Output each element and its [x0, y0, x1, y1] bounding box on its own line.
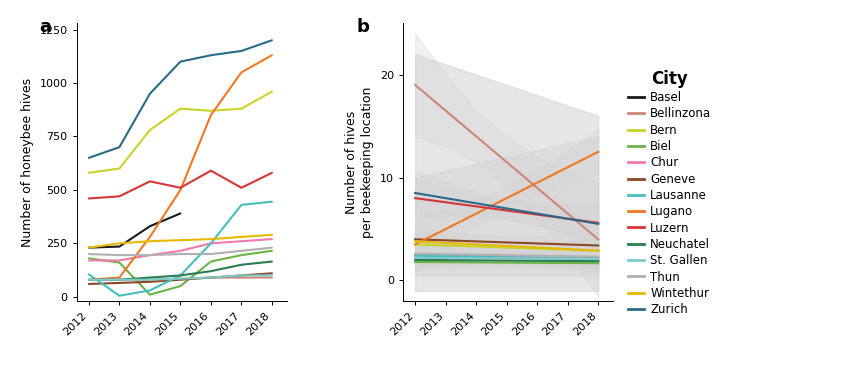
- Text: b: b: [357, 18, 370, 36]
- Text: a: a: [39, 18, 51, 36]
- Y-axis label: Number of hives
per beekeeping location: Number of hives per beekeeping location: [345, 86, 374, 238]
- Y-axis label: Number of honeybee hives: Number of honeybee hives: [21, 78, 34, 247]
- Legend: Basel, Bellinzona, Bern, Biel, Chur, Geneve, Lausanne, Lugano, Luzern, Neuchatel: Basel, Bellinzona, Bern, Biel, Chur, Gen…: [628, 70, 711, 316]
